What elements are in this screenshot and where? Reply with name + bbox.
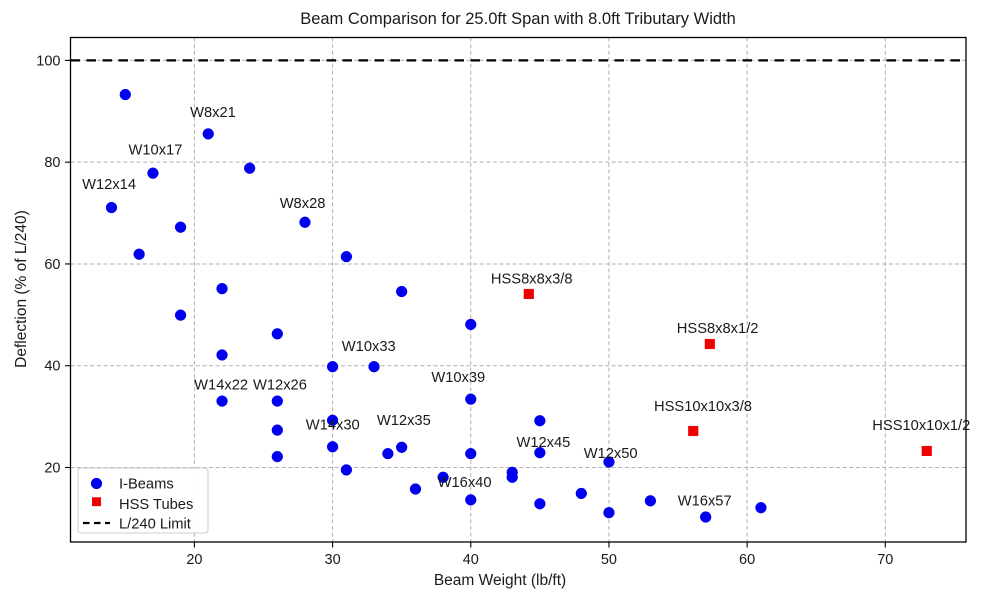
svg-text:W10x33: W10x33	[342, 339, 396, 355]
svg-text:W12x50: W12x50	[584, 446, 638, 462]
svg-text:40: 40	[463, 552, 479, 568]
svg-text:20: 20	[44, 461, 60, 477]
svg-text:60: 60	[44, 257, 60, 273]
svg-text:W10x39: W10x39	[431, 370, 485, 386]
svg-text:HSS Tubes: HSS Tubes	[119, 497, 193, 513]
svg-text:60: 60	[739, 552, 755, 568]
svg-text:100: 100	[36, 53, 60, 69]
svg-text:W12x35: W12x35	[377, 413, 431, 429]
svg-text:W12x26: W12x26	[253, 377, 307, 393]
svg-text:HSS10x10x3/8: HSS10x10x3/8	[654, 399, 752, 415]
svg-text:W14x22: W14x22	[194, 377, 248, 393]
svg-text:HSS10x10x1/2: HSS10x10x1/2	[872, 418, 970, 434]
svg-text:W16x40: W16x40	[438, 475, 492, 491]
svg-text:W16x57: W16x57	[678, 493, 732, 509]
svg-text:W8x21: W8x21	[190, 105, 236, 121]
svg-text:W10x17: W10x17	[129, 143, 183, 159]
svg-text:W8x28: W8x28	[280, 196, 326, 212]
svg-text:I-Beams: I-Beams	[119, 477, 174, 493]
svg-text:50: 50	[601, 552, 617, 568]
svg-text:HSS8x8x3/8: HSS8x8x3/8	[491, 271, 573, 287]
svg-text:W14x30: W14x30	[306, 417, 360, 433]
svg-text:HSS8x8x1/2: HSS8x8x1/2	[677, 321, 759, 337]
svg-text:80: 80	[44, 155, 60, 171]
svg-text:30: 30	[325, 552, 341, 568]
svg-text:70: 70	[877, 552, 893, 568]
svg-text:W12x14: W12x14	[82, 177, 136, 193]
svg-text:40: 40	[44, 359, 60, 375]
svg-text:L/240 Limit: L/240 Limit	[119, 517, 191, 533]
svg-text:W12x45: W12x45	[516, 435, 570, 451]
svg-text:20: 20	[186, 552, 202, 568]
